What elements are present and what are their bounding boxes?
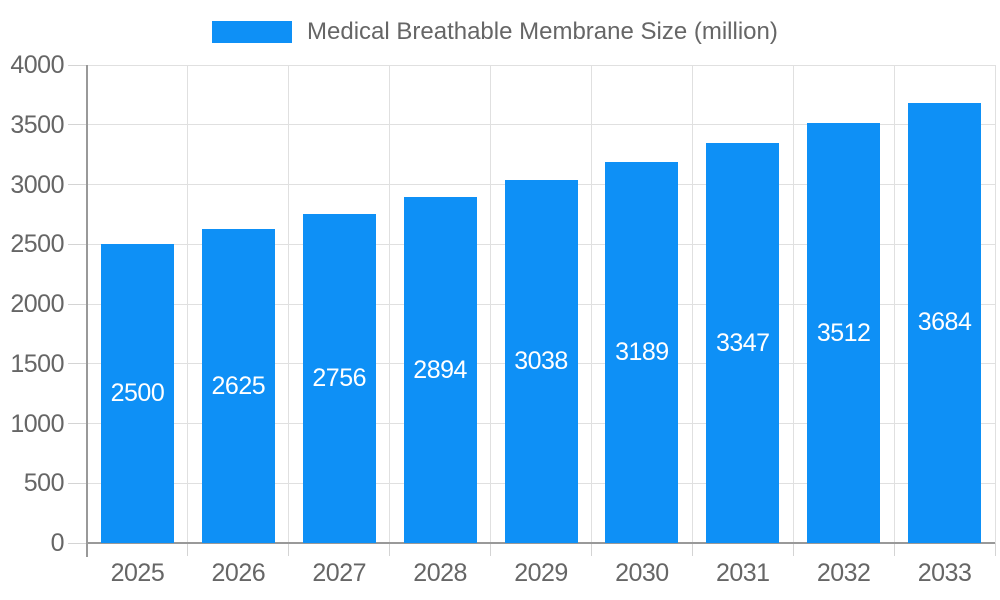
y-axis-tick (68, 64, 87, 66)
v-gridline (590, 65, 592, 543)
x-tick-label: 2029 (514, 559, 568, 587)
bar-value-label: 2894 (413, 355, 467, 384)
bar-value-label: 2500 (110, 379, 165, 408)
x-tick-label: 2028 (413, 559, 467, 587)
y-axis-tick (68, 303, 87, 305)
bar: 3038 (504, 179, 578, 543)
bar-value-label: 3512 (816, 318, 871, 347)
y-tick-label: 1000 (10, 409, 64, 438)
y-axis-tick (68, 243, 87, 245)
x-tick-label: 2032 (816, 559, 871, 587)
x-axis-tick (288, 543, 290, 556)
bar: 3189 (605, 161, 679, 543)
x-axis-tick (792, 543, 794, 556)
x-axis-tick (691, 543, 693, 556)
bar: 3512 (807, 123, 881, 543)
x-axis-tick (893, 543, 895, 556)
h-gridline (87, 124, 995, 126)
x-tick-label: 2026 (211, 559, 266, 587)
bar: 3347 (706, 143, 780, 543)
y-tick-label: 1500 (10, 349, 64, 378)
x-axis-tick (490, 543, 492, 556)
x-axis-tick (187, 543, 189, 556)
legend-label: Medical Breathable Membrane Size (millio… (307, 18, 778, 45)
x-axis-tick (389, 543, 391, 556)
h-gridline (87, 64, 995, 66)
y-axis-tick (68, 423, 87, 424)
legend-item[interactable]: Medical Breathable Membrane Size (millio… (212, 18, 778, 45)
v-gridline (691, 65, 693, 543)
bar-value-label: 2756 (312, 363, 367, 392)
y-axis-tick (68, 542, 87, 544)
bar-value-label: 3189 (615, 337, 669, 366)
bar-value-label: 3038 (514, 346, 568, 375)
y-tick-label: 500 (23, 469, 65, 498)
y-tick-label: 2500 (10, 230, 64, 259)
y-tick-label: 2000 (10, 290, 64, 318)
x-tick-label: 2030 (615, 559, 669, 587)
v-gridline (389, 65, 391, 543)
x-tick-label: 2033 (917, 559, 972, 587)
bar-value-label: 3684 (917, 308, 972, 337)
y-tick-label: 3500 (10, 110, 64, 139)
y-axis-line (86, 65, 88, 557)
v-gridline (288, 65, 290, 543)
bar: 2894 (403, 197, 477, 543)
y-axis-tick (68, 124, 87, 126)
bar-value-label: 3347 (715, 328, 770, 357)
y-tick-label: 0 (50, 529, 65, 557)
y-tick-label: 3000 (10, 170, 64, 199)
x-axis-tick (590, 543, 592, 556)
bar-value-label: 2625 (211, 371, 266, 400)
x-tick-label: 2027 (312, 559, 367, 587)
x-axis-line (87, 542, 995, 544)
x-tick-label: 2025 (110, 559, 165, 587)
legend-swatch (212, 21, 292, 43)
v-gridline (187, 65, 189, 543)
y-tick-label: 4000 (10, 51, 64, 79)
v-gridline (490, 65, 492, 543)
x-axis-tick (994, 543, 996, 556)
y-axis-tick (68, 482, 87, 484)
v-gridline (994, 65, 996, 543)
bar: 2500 (100, 244, 174, 543)
v-gridline (792, 65, 794, 543)
y-axis-tick (68, 184, 87, 185)
bar: 2756 (302, 213, 376, 543)
bar: 3684 (908, 102, 982, 543)
v-gridline (893, 65, 895, 543)
bar: 2625 (201, 229, 275, 543)
x-tick-label: 2031 (715, 559, 770, 587)
y-axis-tick (68, 363, 87, 365)
